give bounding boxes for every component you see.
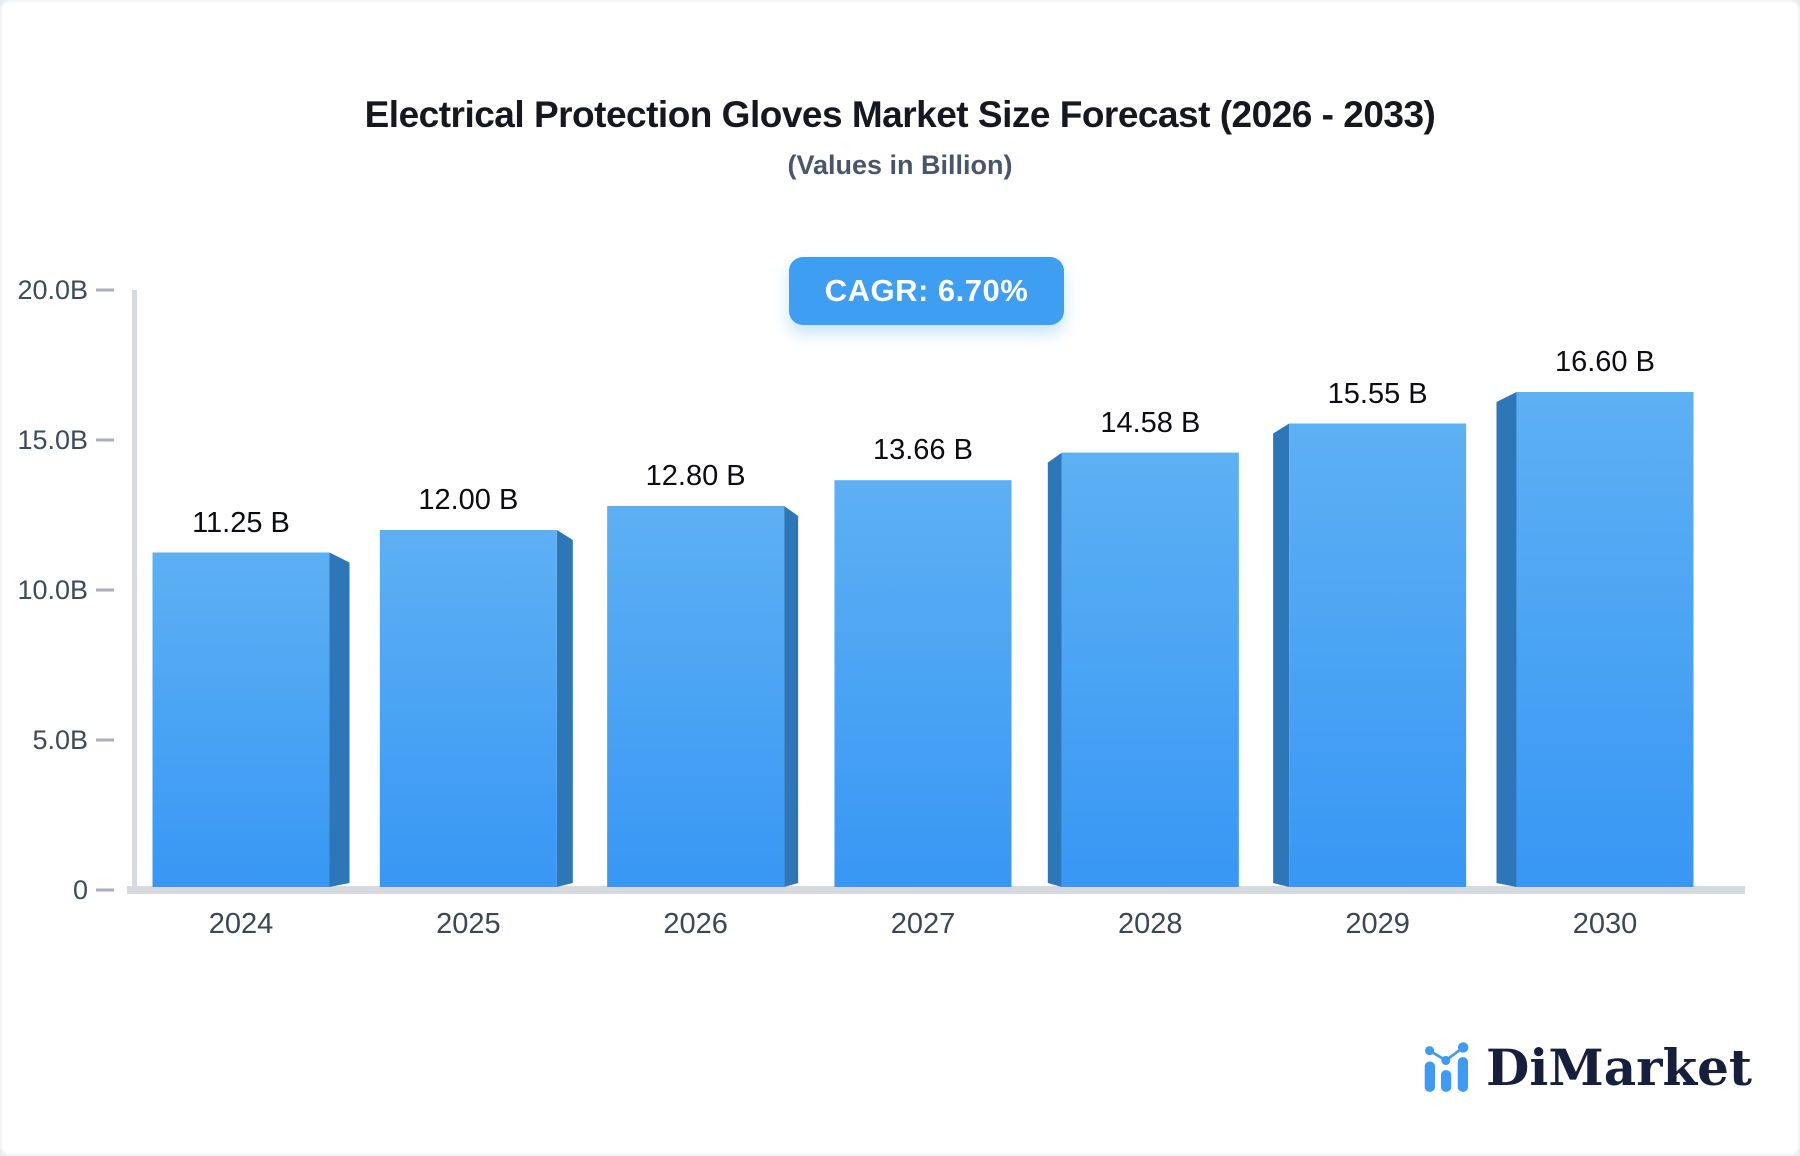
bar-series <box>152 392 1694 887</box>
bar-side-2029 <box>1273 423 1290 887</box>
bar-side-2026 <box>784 506 799 887</box>
bar-2026 <box>607 506 785 887</box>
bar-side-2025 <box>556 530 573 887</box>
bar-2029 <box>1289 423 1467 887</box>
brand-name: DiMarket <box>1486 1038 1752 1097</box>
chart-subtitle: (Values in Billion) <box>787 150 1013 180</box>
bar-chart-logo-icon <box>1424 1042 1469 1092</box>
chart-title: Electrical Protection Gloves Market Size… <box>364 94 1436 135</box>
brand-logo: DiMarket <box>1422 1042 1752 1094</box>
cagr-badge-label: CAGR: 6.70% <box>824 273 1029 308</box>
bar-side-2024 <box>329 552 350 887</box>
bar-2025 <box>379 530 557 887</box>
cagr-badge: CAGR: 6.70% <box>789 257 1064 325</box>
bar-2028 <box>1061 452 1239 887</box>
axes <box>96 288 1745 894</box>
bar-2024 <box>152 552 330 887</box>
bar-2030 <box>1516 392 1694 887</box>
bar-2027 <box>834 480 1012 887</box>
bar-side-2030 <box>1496 392 1517 887</box>
bar-side-2028 <box>1047 452 1062 887</box>
